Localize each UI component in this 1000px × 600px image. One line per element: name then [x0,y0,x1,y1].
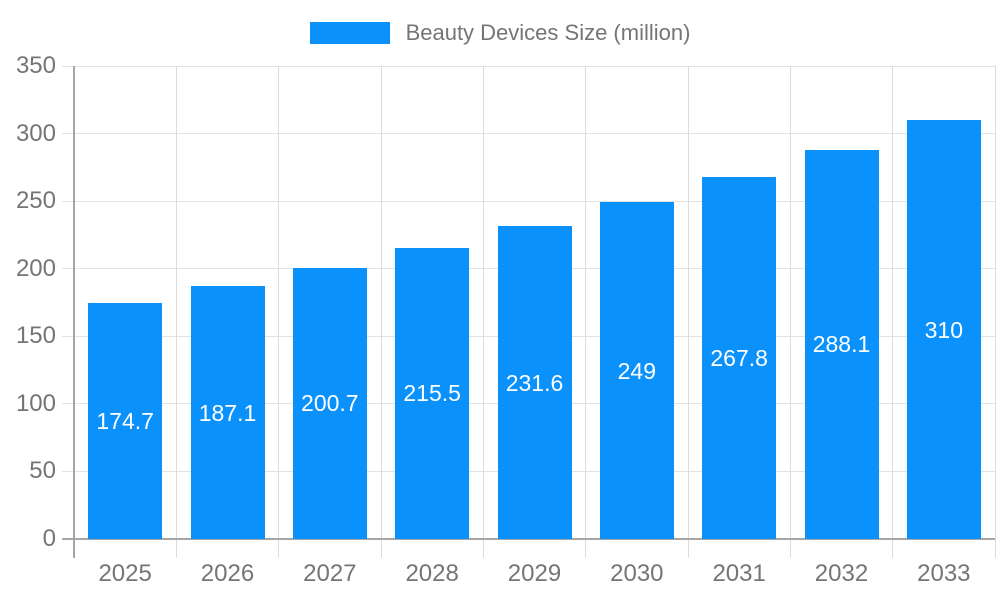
x-tick-label: 2033 [917,560,971,587]
y-gridline [62,200,995,202]
x-gridline [482,66,484,558]
x-gridline [994,66,996,558]
bar-value-label: 187.1 [198,399,257,426]
x-gridline [278,66,280,558]
x-gridline [380,66,382,558]
y-gridline [62,133,995,135]
bar-value-label: 200.7 [301,390,359,417]
y-gridline [62,65,995,67]
bar[interactable] [906,120,981,539]
bar-value-label: 249 [617,357,657,384]
x-axis-line [62,538,995,540]
y-tick-label: 100 [15,389,56,417]
bar-value-label: 288.1 [812,331,871,358]
x-tick-label: 2027 [303,560,357,587]
bar[interactable] [190,286,265,539]
x-gridline [789,66,791,558]
y-tick-label: 350 [15,52,56,79]
y-tick-label: 0 [42,525,56,552]
x-tick-label: 2028 [405,560,459,587]
x-tick-label: 2032 [814,560,869,587]
x-tick-label: 2025 [98,560,152,587]
bar[interactable] [292,267,367,539]
bar[interactable] [702,177,777,539]
y-tick-label: 250 [15,187,56,215]
bar-value-label: 174.7 [96,407,154,434]
x-gridline [175,66,177,558]
bar-value-label: 215.5 [403,380,461,407]
legend-swatch [309,22,390,44]
bar[interactable] [497,226,572,539]
x-tick-label: 2026 [200,560,255,587]
bar-value-label: 267.8 [710,345,768,372]
y-tick-label: 150 [15,322,56,350]
x-gridline [892,66,894,558]
bar[interactable] [804,149,879,539]
y-tick-label: 200 [15,254,56,282]
x-tick-label: 2029 [507,560,562,587]
bar[interactable] [88,302,163,539]
y-tick-label: 300 [15,119,56,147]
legend-label: Beauty Devices Size (million) [405,20,691,45]
bar[interactable] [599,202,674,539]
y-tick-label: 50 [29,457,56,485]
x-tick-label: 2030 [610,560,664,587]
legend[interactable]: Beauty Devices Size (million) [0,20,1000,46]
x-tick-label: 2031 [712,560,766,587]
bar-value-label: 231.6 [505,369,564,396]
bar[interactable] [395,247,470,539]
x-gridline [687,66,689,558]
x-gridline [585,66,587,558]
y-axis-line [73,66,75,558]
bar-value-label: 310 [924,316,964,343]
